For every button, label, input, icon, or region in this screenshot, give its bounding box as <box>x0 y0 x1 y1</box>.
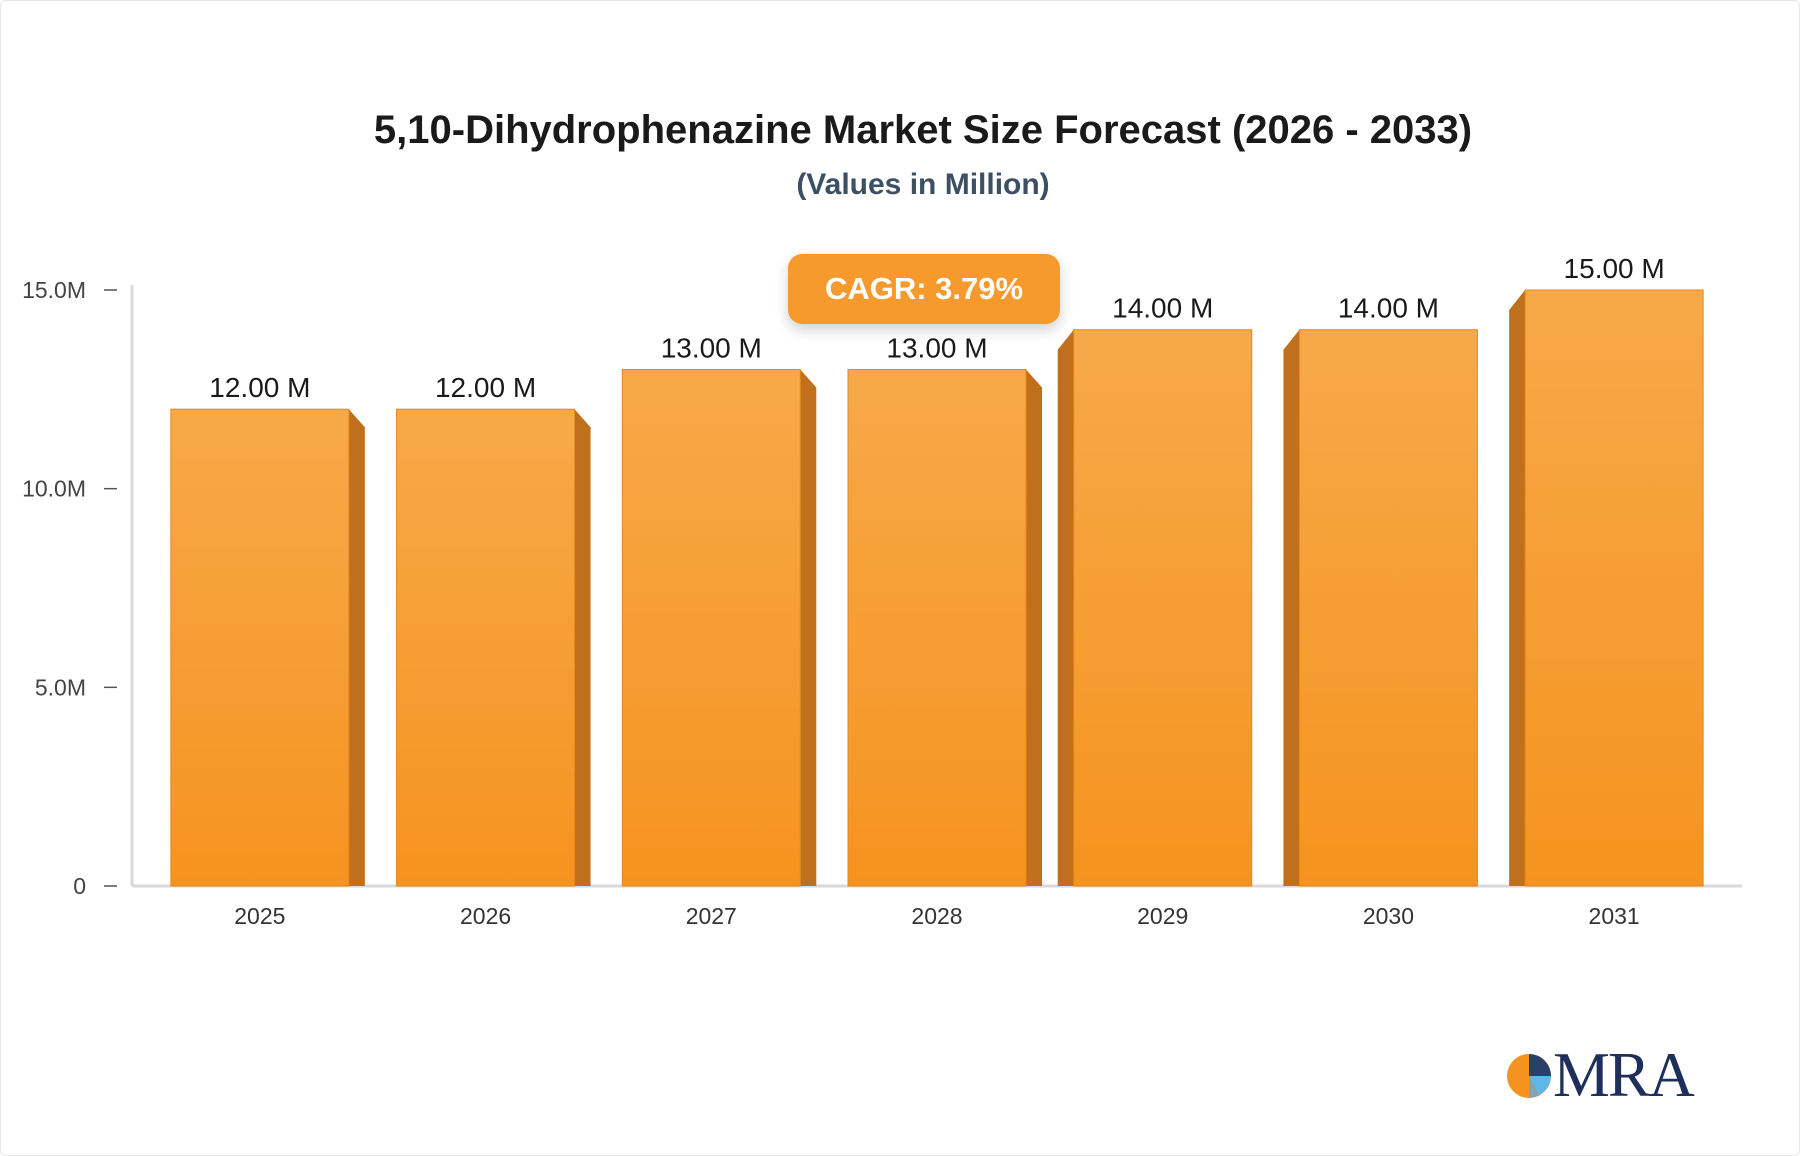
bar-2030 <box>1283 329 1478 887</box>
bar-data-label: 13.00 M <box>661 332 762 363</box>
bar-2031 <box>1509 289 1704 887</box>
bar-side-face <box>1509 290 1526 886</box>
bar-data-label: 14.00 M <box>1112 293 1213 324</box>
bar-side-face <box>1026 369 1042 886</box>
bar-front-face <box>1524 289 1704 887</box>
bar-front-face <box>1073 329 1253 887</box>
bar-front-face <box>621 368 801 887</box>
y-tick-label: 15.0M <box>22 277 86 303</box>
x-tick-label: 2027 <box>686 903 737 929</box>
x-tick-label: 2029 <box>1137 903 1188 929</box>
bar-side-face <box>1057 329 1074 886</box>
bar-side-face <box>348 409 365 886</box>
x-tick-label: 2028 <box>911 903 962 929</box>
logo-pie-icon <box>1507 1054 1551 1098</box>
mra-logo: MRA <box>1505 1040 1695 1110</box>
x-tick-label: 2031 <box>1589 903 1640 929</box>
bar-2028 <box>847 368 1042 887</box>
bar-data-label: 15.00 M <box>1564 253 1665 284</box>
bar-2027 <box>621 368 817 887</box>
cagr-badge: CAGR: 3.79% <box>788 254 1060 324</box>
y-tick-label: 0 <box>73 873 86 899</box>
bar-data-label: 12.00 M <box>209 372 310 403</box>
bar-side-face <box>574 409 591 886</box>
bar-2029 <box>1057 329 1253 887</box>
bar-side-face <box>1283 329 1300 886</box>
bar-side-face <box>800 369 817 886</box>
bar-data-label: 13.00 M <box>886 332 987 363</box>
y-tick-label: 5.0M <box>35 674 86 700</box>
chart-title: 5,10-Dihydrophenazine Market Size Foreca… <box>373 108 1473 152</box>
x-tick-label: 2026 <box>460 903 511 929</box>
bar-2026 <box>396 408 591 887</box>
chart-subtitle: (Values in Million) <box>796 168 1050 201</box>
y-tick-label: 10.0M <box>22 476 86 502</box>
x-tick-label: 2025 <box>234 903 285 929</box>
bar-front-face <box>396 408 576 887</box>
bar-data-label: 12.00 M <box>435 372 536 403</box>
bar-front-face <box>1298 329 1478 887</box>
x-tick-label: 2030 <box>1363 903 1414 929</box>
logo-text: MRA <box>1553 1039 1695 1110</box>
bar-front-face <box>170 408 350 887</box>
bar-2025 <box>170 408 365 887</box>
bar-data-label: 14.00 M <box>1338 293 1439 324</box>
bar-front-face <box>847 368 1027 887</box>
